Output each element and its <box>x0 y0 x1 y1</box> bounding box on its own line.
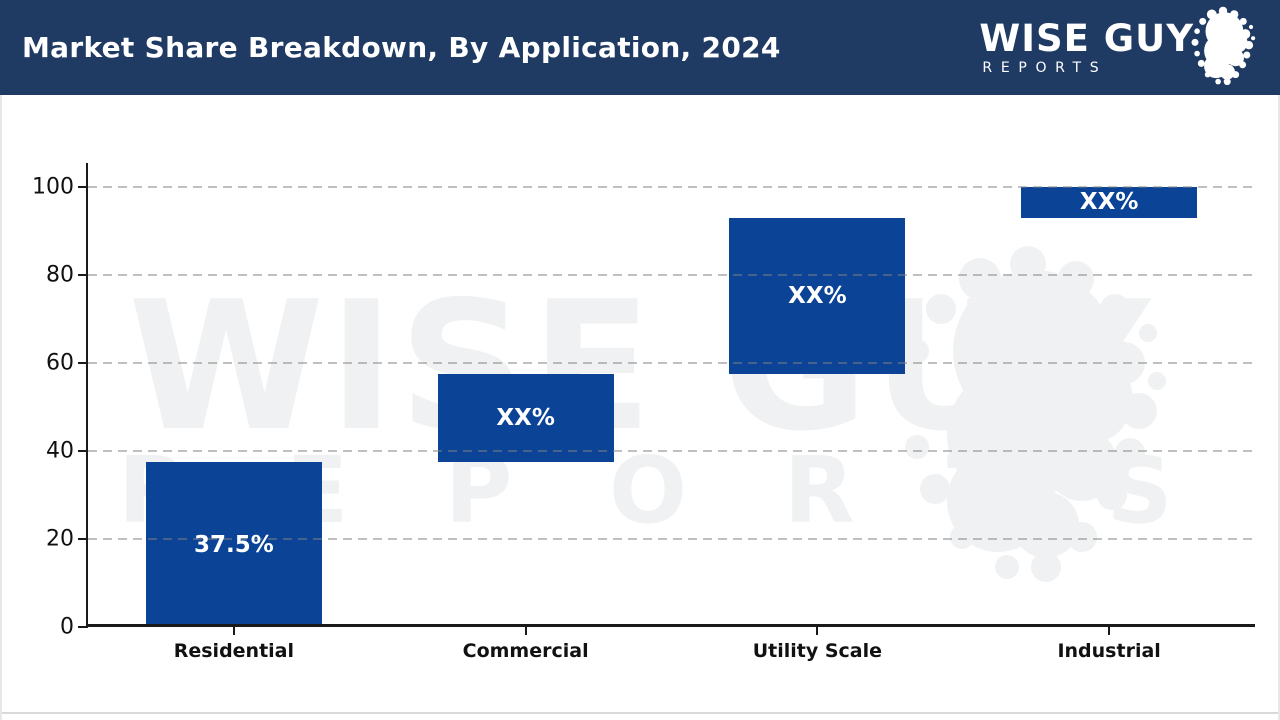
y-axis-ticks: 0 20 40 60 80 100 <box>0 95 1280 720</box>
y-tick-mark <box>78 626 87 628</box>
x-tick-mark <box>232 626 235 635</box>
logo-wordmark: WISE GUY <box>979 17 1194 60</box>
bar-value-label: XX% <box>1079 189 1139 216</box>
x-tick-label: Utility Scale <box>752 640 883 662</box>
bottom-border <box>0 712 1280 714</box>
y-tick-mark <box>78 186 87 188</box>
watermark-layer: WISE GUY REPORTS <box>0 95 1280 720</box>
x-tick-mark <box>1108 626 1111 635</box>
gridline <box>88 538 1255 540</box>
wise-guy-reports-logo: WISE GUY REPORTS <box>979 6 1266 90</box>
y-tick-label: 20 <box>46 526 74 552</box>
left-border <box>0 95 2 720</box>
y-tick-label: 0 <box>60 614 74 640</box>
bar-labels-layer: 37.5% XX% XX% XX% <box>0 95 1280 720</box>
y-tick-mark <box>78 450 87 452</box>
bar-utility-scale <box>729 217 906 374</box>
y-tick-label: 40 <box>46 438 74 464</box>
y-tick-label: 100 <box>32 174 74 200</box>
y-tick-mark <box>78 274 87 276</box>
x-axis-line <box>86 624 1255 627</box>
y-tick-label: 60 <box>46 350 74 376</box>
x-tick-label: Industrial <box>1057 640 1161 662</box>
y-axis-line <box>86 163 88 628</box>
x-tick-mark <box>816 626 819 635</box>
y-tick-mark <box>78 362 87 364</box>
gridline <box>88 274 1255 276</box>
x-axis-ticks: Residential Commercial Utility Scale Indust… <box>0 95 1280 720</box>
x-tick-label: Residential <box>173 640 295 662</box>
gridline <box>88 362 1255 364</box>
gridline <box>88 450 1255 452</box>
x-tick-label: Commercial <box>462 640 589 662</box>
y-tick-label: 80 <box>46 262 74 288</box>
bar-industrial <box>1021 187 1198 218</box>
page-title: Market Share Breakdown, By Application, … <box>22 31 781 64</box>
bar-value-label: XX% <box>788 282 847 309</box>
gridlines-layer <box>0 95 1280 720</box>
bar-value-label: XX% <box>496 405 555 431</box>
x-tick-mark <box>524 626 527 635</box>
bar-commercial <box>437 374 614 462</box>
right-border <box>1278 95 1280 720</box>
bar-value-label: 37.5% <box>193 531 274 558</box>
bar-residential <box>145 462 322 627</box>
gridline <box>88 186 1255 188</box>
header: Market Share Breakdown, By Application, … <box>0 0 1280 95</box>
chart-area: WISE GUY REPORTS 37.5% XX% XX% XX% 0 20 40 60 8… <box>0 95 1280 720</box>
logo-subtext: REPORTS <box>982 60 1108 76</box>
bars-layer <box>0 95 1280 720</box>
y-tick-mark <box>78 538 87 540</box>
logo-text: WISE GUY REPORTS <box>979 20 1194 76</box>
